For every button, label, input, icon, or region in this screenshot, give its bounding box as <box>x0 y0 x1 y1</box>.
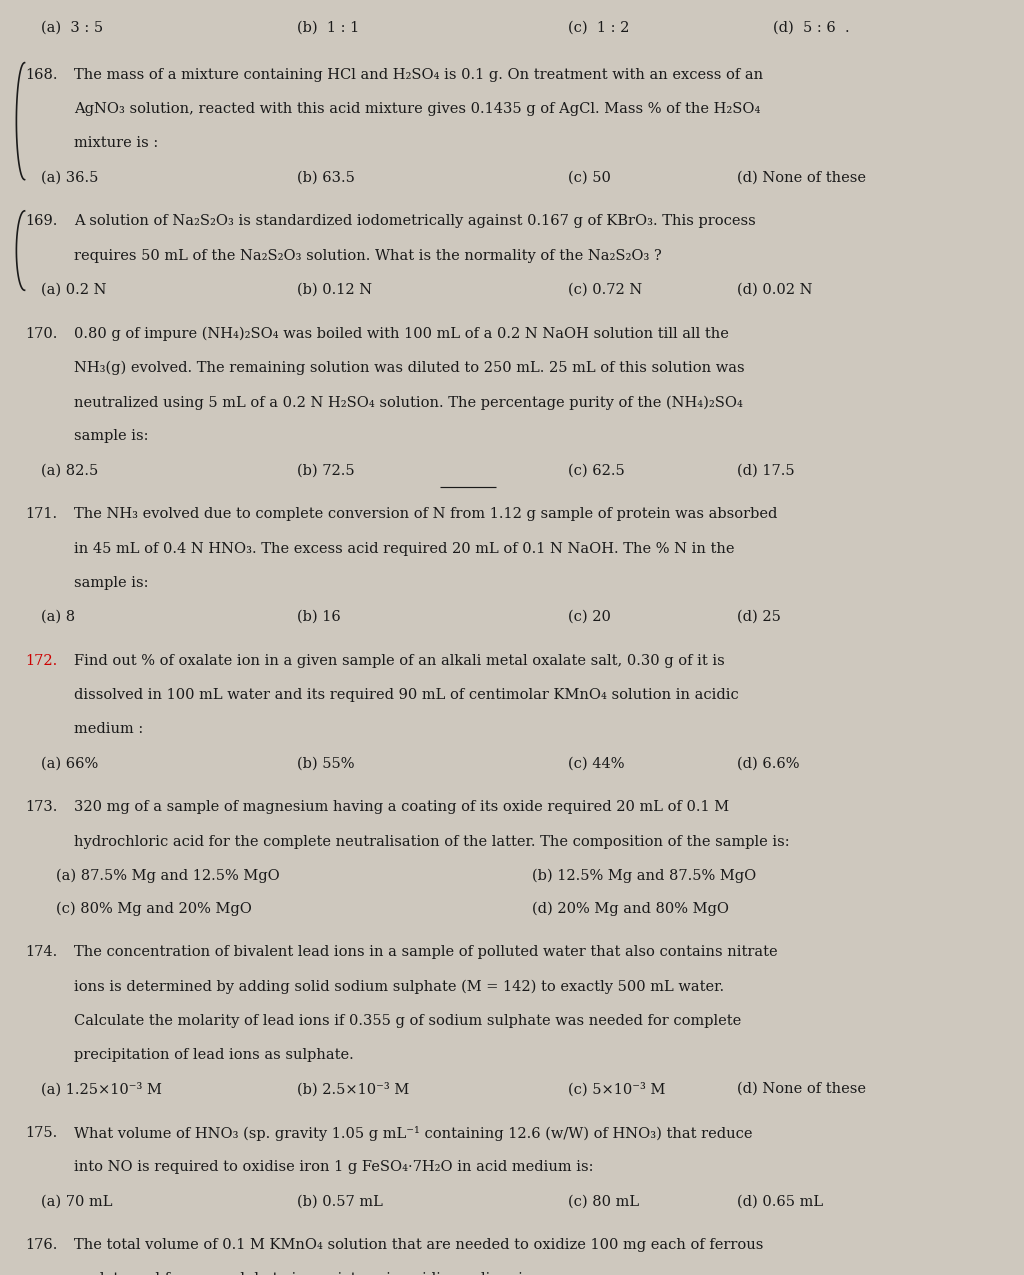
Text: mixture is :: mixture is : <box>74 136 158 150</box>
Text: oxalate and ferrous sulphate in a mixture in acidic medium is:: oxalate and ferrous sulphate in a mixtur… <box>74 1272 536 1275</box>
Text: 173.: 173. <box>26 801 58 815</box>
Text: (b) 0.12 N: (b) 0.12 N <box>297 283 372 297</box>
Text: Calculate the molarity of lead ions if 0.355 g of sodium sulphate was needed for: Calculate the molarity of lead ions if 0… <box>74 1014 741 1028</box>
Text: sample is:: sample is: <box>74 430 148 444</box>
Text: ions is determined by adding solid sodium sulphate (M = 142) to exactly 500 mL w: ions is determined by adding solid sodiu… <box>74 979 724 995</box>
Text: (c) 20: (c) 20 <box>568 609 611 623</box>
Text: (d) 0.02 N: (d) 0.02 N <box>737 283 813 297</box>
Text: (a) 8: (a) 8 <box>41 609 75 623</box>
Text: 176.: 176. <box>26 1238 58 1252</box>
Text: (d)  5 : 6  .: (d) 5 : 6 . <box>773 20 850 34</box>
Text: (c)  1 : 2: (c) 1 : 2 <box>568 20 630 34</box>
Text: (c) 62.5: (c) 62.5 <box>568 464 625 478</box>
Text: (a)  3 : 5: (a) 3 : 5 <box>41 20 103 34</box>
Text: 0.80 g of impure (NH₄)₂SO₄ was boiled with 100 mL of a 0.2 N NaOH solution till : 0.80 g of impure (NH₄)₂SO₄ was boiled wi… <box>74 326 729 342</box>
Text: (d) 20% Mg and 80% MgO: (d) 20% Mg and 80% MgO <box>532 901 729 915</box>
Text: The mass of a mixture containing HCl and H₂SO₄ is 0.1 g. On treatment with an ex: The mass of a mixture containing HCl and… <box>74 68 763 82</box>
Text: (a) 36.5: (a) 36.5 <box>41 171 98 185</box>
Text: 320 mg of a sample of magnesium having a coating of its oxide required 20 mL of : 320 mg of a sample of magnesium having a… <box>74 801 729 815</box>
Text: (c) 5×10⁻³ M: (c) 5×10⁻³ M <box>568 1082 666 1096</box>
Text: (b) 72.5: (b) 72.5 <box>297 464 354 478</box>
Text: 172.: 172. <box>26 654 57 668</box>
Text: medium :: medium : <box>74 723 143 737</box>
Text: AgNO₃ solution, reacted with this acid mixture gives 0.1435 g of AgCl. Mass % of: AgNO₃ solution, reacted with this acid m… <box>74 102 760 116</box>
Text: (d) 25: (d) 25 <box>737 609 781 623</box>
Text: (d) 0.65 mL: (d) 0.65 mL <box>737 1195 823 1209</box>
Text: (b)  1 : 1: (b) 1 : 1 <box>297 20 359 34</box>
Text: (a) 87.5% Mg and 12.5% MgO: (a) 87.5% Mg and 12.5% MgO <box>56 868 281 884</box>
Text: (d) None of these: (d) None of these <box>737 1082 866 1096</box>
Text: (d) 6.6%: (d) 6.6% <box>737 756 800 770</box>
Text: (b) 16: (b) 16 <box>297 609 341 623</box>
Text: in 45 mL of 0.4 N HNO₃. The excess acid required 20 mL of 0.1 N NaOH. The % N in: in 45 mL of 0.4 N HNO₃. The excess acid … <box>74 542 734 556</box>
Text: (a) 0.2 N: (a) 0.2 N <box>41 283 106 297</box>
Text: The total volume of 0.1 M KMnO₄ solution that are needed to oxidize 100 mg each : The total volume of 0.1 M KMnO₄ solution… <box>74 1238 763 1252</box>
Text: (d) 17.5: (d) 17.5 <box>737 464 795 478</box>
Text: (d) None of these: (d) None of these <box>737 171 866 185</box>
Text: 171.: 171. <box>26 507 57 521</box>
Text: neutralized using 5 mL of a 0.2 N H₂SO₄ solution. The percentage purity of the (: neutralized using 5 mL of a 0.2 N H₂SO₄ … <box>74 395 742 409</box>
Text: (b) 63.5: (b) 63.5 <box>297 171 355 185</box>
Text: (a) 66%: (a) 66% <box>41 756 98 770</box>
Text: 175.: 175. <box>26 1126 57 1140</box>
Text: (a) 70 mL: (a) 70 mL <box>41 1195 113 1209</box>
Text: NH₃(g) evolved. The remaining solution was diluted to 250 mL. 25 mL of this solu: NH₃(g) evolved. The remaining solution w… <box>74 361 744 375</box>
Text: A solution of Na₂S₂O₃ is standardized iodometrically against 0.167 g of KBrO₃. T: A solution of Na₂S₂O₃ is standardized io… <box>74 214 756 228</box>
Text: 170.: 170. <box>26 326 58 340</box>
Text: requires 50 mL of the Na₂S₂O₃ solution. What is the normality of the Na₂S₂O₃ ?: requires 50 mL of the Na₂S₂O₃ solution. … <box>74 249 662 263</box>
Text: (c) 50: (c) 50 <box>568 171 611 185</box>
Text: precipitation of lead ions as sulphate.: precipitation of lead ions as sulphate. <box>74 1048 353 1062</box>
Text: hydrochloric acid for the complete neutralisation of the latter. The composition: hydrochloric acid for the complete neutr… <box>74 835 790 849</box>
Text: (a) 82.5: (a) 82.5 <box>41 464 98 478</box>
Text: The concentration of bivalent lead ions in a sample of polluted water that also : The concentration of bivalent lead ions … <box>74 945 777 959</box>
Text: (c) 80 mL: (c) 80 mL <box>568 1195 639 1209</box>
Text: 169.: 169. <box>26 214 58 228</box>
Text: 174.: 174. <box>26 945 57 959</box>
Text: (b) 55%: (b) 55% <box>297 756 354 770</box>
Text: dissolved in 100 mL water and its required 90 mL of centimolar KMnO₄ solution in: dissolved in 100 mL water and its requir… <box>74 688 738 703</box>
Text: (a) 1.25×10⁻³ M: (a) 1.25×10⁻³ M <box>41 1082 162 1096</box>
Text: (c) 0.72 N: (c) 0.72 N <box>568 283 643 297</box>
Text: (b) 2.5×10⁻³ M: (b) 2.5×10⁻³ M <box>297 1082 410 1096</box>
Text: (b) 0.57 mL: (b) 0.57 mL <box>297 1195 383 1209</box>
Text: Find out % of oxalate ion in a given sample of an alkali metal oxalate salt, 0.3: Find out % of oxalate ion in a given sam… <box>74 654 724 668</box>
Text: What volume of HNO₃ (sp. gravity 1.05 g mL⁻¹ containing 12.6 (w/W) of HNO₃) that: What volume of HNO₃ (sp. gravity 1.05 g … <box>74 1126 753 1141</box>
Text: (b) 12.5% Mg and 87.5% MgO: (b) 12.5% Mg and 87.5% MgO <box>532 868 757 884</box>
Text: The NH₃ evolved due to complete conversion of N from 1.12 g sample of protein wa: The NH₃ evolved due to complete conversi… <box>74 507 777 521</box>
Text: 168.: 168. <box>26 68 58 82</box>
Text: (c) 80% Mg and 20% MgO: (c) 80% Mg and 20% MgO <box>56 901 252 915</box>
Text: into NO is required to oxidise iron 1 g FeSO₄·7H₂O in acid medium is:: into NO is required to oxidise iron 1 g … <box>74 1160 593 1174</box>
Text: sample is:: sample is: <box>74 576 148 590</box>
Text: (c) 44%: (c) 44% <box>568 756 625 770</box>
